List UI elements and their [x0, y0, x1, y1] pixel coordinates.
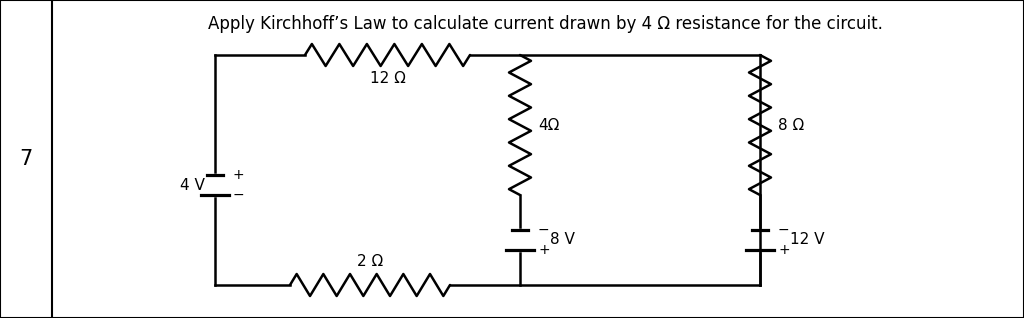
Text: +: + — [778, 243, 790, 257]
Text: 8 V: 8 V — [550, 232, 574, 247]
Text: 12 Ω: 12 Ω — [370, 71, 406, 86]
Text: −: − — [778, 223, 790, 237]
Text: +: + — [538, 243, 550, 257]
Text: −: − — [233, 188, 245, 202]
Text: 4Ω: 4Ω — [538, 117, 559, 133]
Text: 12 V: 12 V — [790, 232, 824, 247]
Text: Apply Kirchhoff’s Law to calculate current drawn by 4 Ω resistance for the circu: Apply Kirchhoff’s Law to calculate curre… — [208, 15, 883, 33]
Text: +: + — [233, 168, 245, 182]
Text: 8 Ω: 8 Ω — [778, 117, 804, 133]
Text: 7: 7 — [19, 149, 33, 169]
Text: 2 Ω: 2 Ω — [357, 254, 383, 269]
Text: −: − — [538, 223, 550, 237]
Text: 4 V: 4 V — [180, 177, 205, 192]
